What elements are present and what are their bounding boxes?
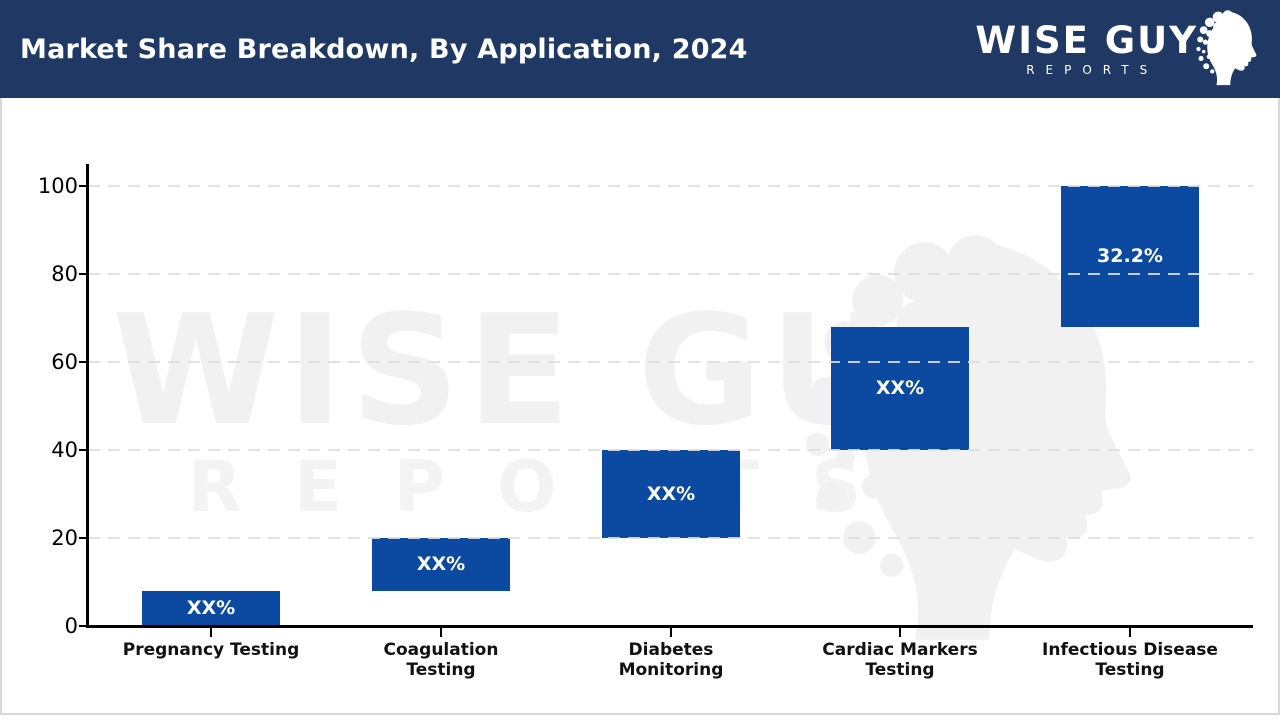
x-tick-mark: [1129, 628, 1131, 637]
waterfall-bar: XX%: [142, 590, 280, 626]
y-axis-line: [86, 164, 89, 628]
y-tick-mark: [79, 185, 87, 187]
y-tick-label: 40: [51, 438, 78, 462]
y-tick-label: 0: [64, 614, 78, 638]
gridline-80: [88, 273, 1253, 275]
gridline-40: [88, 449, 1253, 451]
x-category-label-line: Pregnancy Testing: [122, 640, 300, 660]
y-tick-mark: [79, 361, 87, 363]
x-category-label-line: Cardiac Markers: [822, 640, 978, 660]
x-tick-mark: [670, 628, 672, 637]
y-tick-mark: [79, 537, 87, 539]
x-category-label-line: Coagulation: [383, 640, 499, 660]
x-category-label: Pregnancy Testing: [96, 640, 326, 660]
x-tick-mark: [899, 628, 901, 637]
x-category-label: Infectious Disease Testing: [1015, 640, 1245, 680]
waterfall-bar: XX%: [372, 538, 510, 591]
page-title: Market Share Breakdown, By Application, …: [20, 33, 748, 65]
x-category-label-line: Monitoring: [618, 660, 724, 680]
x-tick-mark: [440, 628, 442, 637]
bar-value-label: XX%: [416, 553, 466, 576]
brand-head-icon: [1184, 6, 1262, 92]
waterfall-bar: 32.2%: [1061, 186, 1199, 327]
brand-logo-text: WISE GUY REPORTS: [975, 22, 1198, 76]
gridline-20: [88, 537, 1253, 539]
watermark-text-line2: REPORTS: [188, 446, 914, 528]
x-category-label-line: Testing: [406, 660, 476, 680]
x-category-label: Diabetes Monitoring: [556, 640, 786, 680]
brand-logo: WISE GUY REPORTS: [975, 6, 1262, 92]
bar-value-label: 32.2%: [1097, 245, 1163, 268]
x-category-label: Coagulation Testing: [326, 640, 556, 680]
x-category-label: Cardiac Markers Testing: [785, 640, 1015, 680]
x-category-label-line: Infectious Disease: [1042, 640, 1218, 660]
brand-name: WISE GUY: [975, 19, 1198, 62]
y-tick-mark: [79, 625, 87, 627]
y-tick-label: 100: [37, 174, 78, 198]
brand-subtitle: REPORTS: [1026, 63, 1159, 77]
x-category-label-line: Testing: [1095, 660, 1165, 680]
y-tick-label: 20: [51, 526, 78, 550]
x-tick-mark: [210, 628, 212, 637]
y-tick-label: 60: [51, 350, 78, 374]
gridline-60: [88, 361, 1253, 363]
waterfall-bar: XX%: [602, 450, 740, 538]
bar-value-label: XX%: [186, 597, 236, 620]
bar-value-label: XX%: [875, 377, 925, 400]
x-category-label-line: Diabetes: [628, 640, 714, 660]
gridline-100: [88, 185, 1253, 187]
x-category-label-line: Testing: [865, 660, 935, 680]
y-tick-mark: [79, 449, 87, 451]
y-tick-mark: [79, 273, 87, 275]
bar-value-label: XX%: [646, 483, 696, 505]
x-axis-line: [86, 625, 1253, 628]
waterfall-bar: XX%: [831, 326, 969, 450]
header-bar: Market Share Breakdown, By Application, …: [0, 0, 1280, 98]
y-tick-label: 80: [51, 262, 78, 286]
